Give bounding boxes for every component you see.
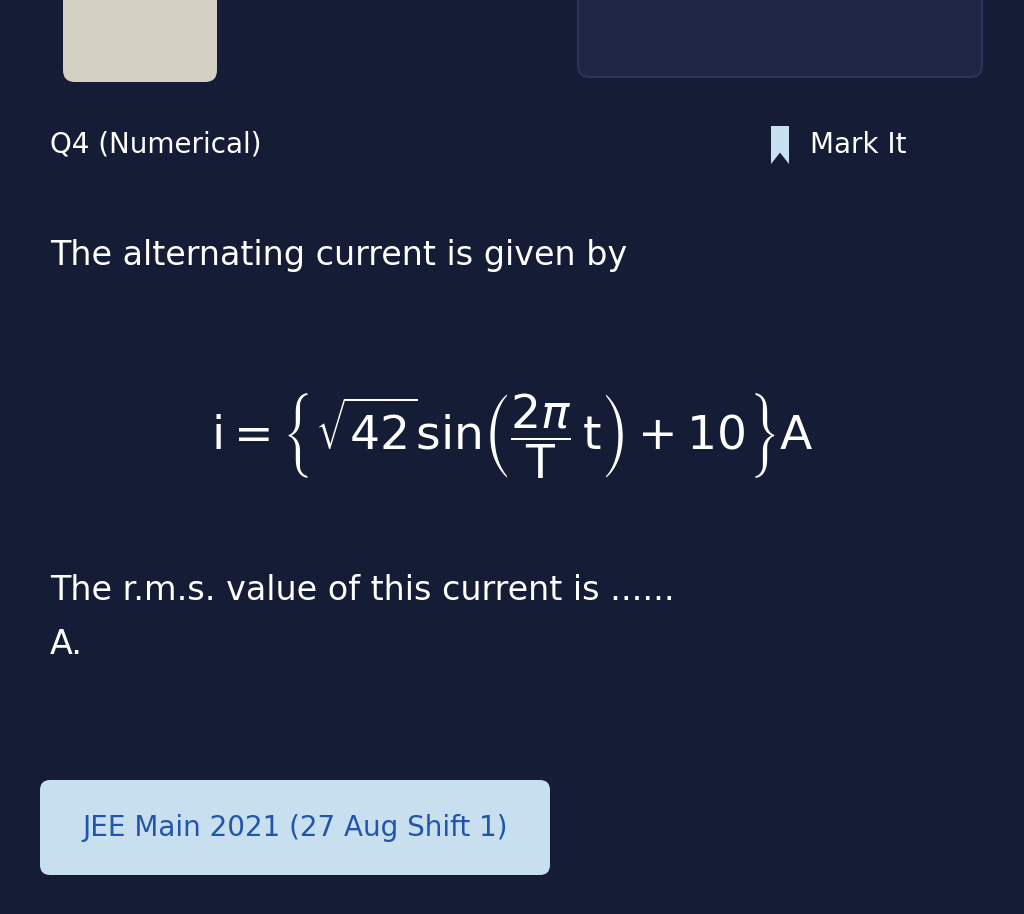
FancyBboxPatch shape	[63, 0, 217, 82]
Text: $\mathrm{i} = \left\{\sqrt{42}\sin\!\left(\dfrac{2\pi}{\mathrm{T}}\,\mathrm{t}\r: $\mathrm{i} = \left\{\sqrt{42}\sin\!\lef…	[211, 390, 813, 480]
Text: JEE Main 2021 (27 Aug Shift 1): JEE Main 2021 (27 Aug Shift 1)	[82, 813, 508, 842]
FancyBboxPatch shape	[578, 0, 982, 77]
Text: The alternating current is given by: The alternating current is given by	[50, 239, 628, 271]
Text: A.: A.	[50, 629, 83, 662]
Text: The r.m.s. value of this current is ......: The r.m.s. value of this current is ....…	[50, 573, 675, 607]
Polygon shape	[771, 126, 790, 164]
FancyBboxPatch shape	[40, 780, 550, 875]
Text: Mark It: Mark It	[810, 131, 906, 159]
Text: Q4 (Numerical): Q4 (Numerical)	[50, 131, 261, 159]
